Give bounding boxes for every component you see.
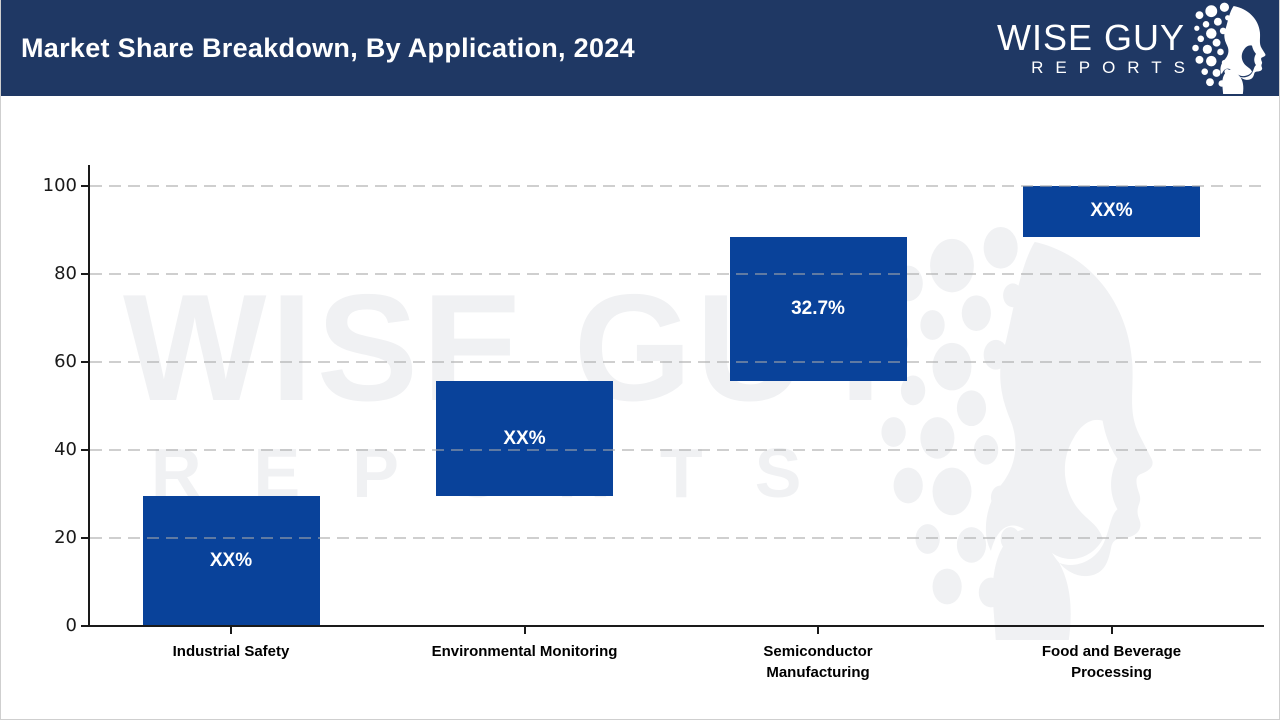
x-tick	[817, 627, 819, 634]
x-axis-category-label: Food and Beverage Processing	[1041, 643, 1182, 681]
wise-guy-logo: WISE GUY REPORTS	[997, 2, 1275, 94]
header: Market Share Breakdown, By Application, …	[1, 0, 1279, 96]
y-tick	[81, 184, 89, 187]
x-axis-category-label: Semiconductor Manufacturing	[763, 643, 873, 681]
bar-industrial-safety: XX%	[142, 496, 320, 626]
page-title: Market Share Breakdown, By Application, …	[21, 32, 635, 63]
y-tick	[81, 625, 89, 627]
x-axis-category-label: Industrial Safety	[172, 643, 290, 660]
y-tick	[81, 448, 89, 451]
bar-value-label: XX%	[209, 550, 253, 572]
x-tick	[523, 627, 526, 634]
y-axis-line	[88, 165, 90, 627]
x-axis-category-label: Environmental Monitoring	[431, 643, 618, 660]
logo-head-icon	[1192, 2, 1266, 94]
bar-value-label: XX%	[1090, 200, 1133, 222]
gridline-100	[90, 184, 1264, 187]
y-axis-tick-label: 80	[54, 262, 77, 284]
y-tick	[81, 360, 89, 363]
y-axis-tick-label: 0	[65, 615, 77, 636]
x-tick	[230, 627, 232, 634]
bar-food-and-beverage-processing: XX%	[1023, 185, 1200, 238]
logo-wordmark: WISE GUY REPORTS	[996, 17, 1185, 77]
y-tick	[81, 272, 89, 275]
bar-value-label: XX%	[503, 427, 546, 449]
bar-environmental-monitoring: XX%	[436, 381, 613, 497]
y-axis-tick-label: 20	[54, 526, 77, 548]
gridline-60	[90, 360, 1264, 363]
gridline-20	[90, 536, 1264, 539]
x-tick	[1110, 627, 1113, 634]
bar-semiconductor-manufacturing: 32.7%	[729, 237, 907, 382]
logo-title-text: WISE GUY	[996, 17, 1185, 58]
y-tick	[81, 536, 89, 539]
y-axis-tick-label: 60	[54, 350, 77, 372]
logo-subtitle-text: REPORTS	[1031, 58, 1197, 77]
bar-value-label: 32.7%	[791, 298, 845, 320]
y-axis-tick-label: 100	[42, 174, 77, 196]
gridline-80	[90, 272, 1264, 275]
y-axis-tick-label: 40	[54, 438, 77, 460]
gridline-40	[90, 448, 1264, 451]
x-axis-line	[88, 625, 1264, 627]
